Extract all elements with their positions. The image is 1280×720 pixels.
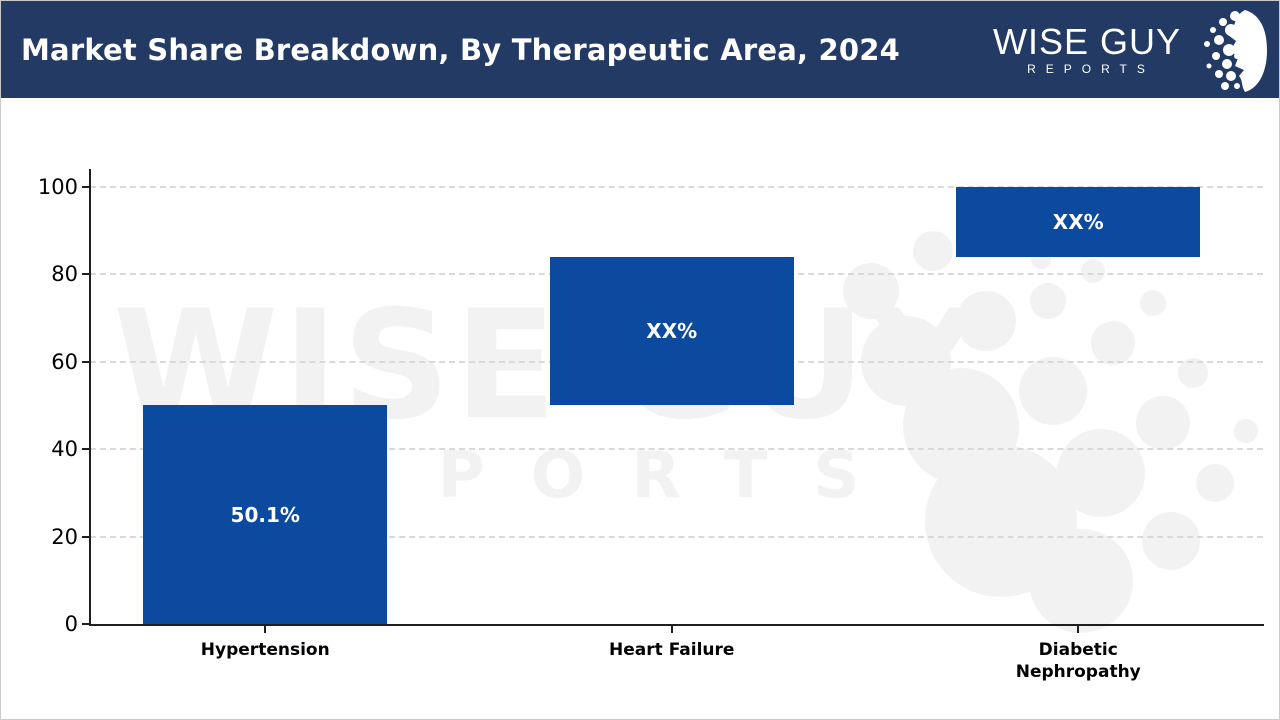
y-tick-40 bbox=[82, 448, 90, 451]
brand-logo-text: WISE GUY REPORTS bbox=[992, 21, 1181, 76]
watermark-dot bbox=[913, 231, 953, 271]
watermark-dot bbox=[1030, 283, 1066, 319]
watermark-dot bbox=[1178, 358, 1208, 388]
bar-diabetic-nephropathy: XX% bbox=[956, 187, 1201, 257]
brand-logo: WISE GUY REPORTS bbox=[993, 6, 1267, 94]
x-label-diabetic-nephropathy: Diabetic Nephropathy bbox=[1015, 640, 1141, 682]
x-label-heart-failure: Heart Failure bbox=[609, 640, 735, 660]
watermark-dot bbox=[1234, 419, 1258, 443]
watermark-dot bbox=[1019, 357, 1087, 425]
y-tick-100 bbox=[82, 186, 90, 188]
watermark-dot bbox=[843, 263, 899, 319]
watermark-dot bbox=[1140, 290, 1166, 316]
watermark-dot bbox=[1196, 464, 1234, 502]
bar-heart-failure: XX% bbox=[549, 256, 794, 406]
x-tick-2 bbox=[670, 625, 673, 633]
gridline-40 bbox=[90, 448, 1263, 451]
header-band: Market Share Breakdown, By Therapeutic A… bbox=[1, 1, 1279, 98]
brand-face-icon bbox=[1204, 9, 1267, 92]
y-tick-80 bbox=[82, 273, 90, 276]
bar-value-label: 50.1% bbox=[230, 502, 300, 527]
y-tick-label-100: 100 bbox=[37, 175, 78, 199]
y-tick-label-0: 0 bbox=[64, 612, 78, 636]
brand-name: WISE GUY bbox=[992, 21, 1181, 62]
watermark-dot bbox=[1081, 259, 1105, 283]
bar-hypertension: 50.1% bbox=[143, 405, 388, 624]
gridline-20 bbox=[90, 535, 1263, 538]
watermark-dot bbox=[1029, 529, 1133, 633]
gridline-100 bbox=[90, 186, 1263, 188]
bar-value-label: XX% bbox=[1052, 209, 1104, 234]
y-tick-label-20: 20 bbox=[51, 524, 78, 549]
y-tick-label-40: 40 bbox=[51, 437, 78, 462]
watermark-dot bbox=[1057, 429, 1145, 517]
y-tick-60 bbox=[82, 360, 90, 363]
y-tick-20 bbox=[82, 535, 90, 538]
y-tick-label-60: 60 bbox=[51, 349, 78, 374]
x-axis-spine bbox=[89, 624, 1264, 626]
x-label-hypertension: Hypertension bbox=[200, 640, 330, 660]
y-tick-0 bbox=[82, 623, 90, 625]
y-tick-label-80: 80 bbox=[51, 262, 78, 287]
x-tick-1 bbox=[264, 625, 267, 633]
x-tick-3 bbox=[1077, 625, 1080, 633]
chart-title: Market Share Breakdown, By Therapeutic A… bbox=[21, 32, 901, 67]
brand-subtitle: REPORTS bbox=[1027, 62, 1155, 76]
bar-value-label: XX% bbox=[646, 318, 698, 343]
watermark-dot bbox=[1091, 321, 1135, 365]
y-axis-spine bbox=[89, 169, 91, 626]
watermark-dot bbox=[1136, 396, 1190, 450]
watermark-dot bbox=[956, 291, 1016, 351]
watermark-dot bbox=[1142, 512, 1200, 570]
